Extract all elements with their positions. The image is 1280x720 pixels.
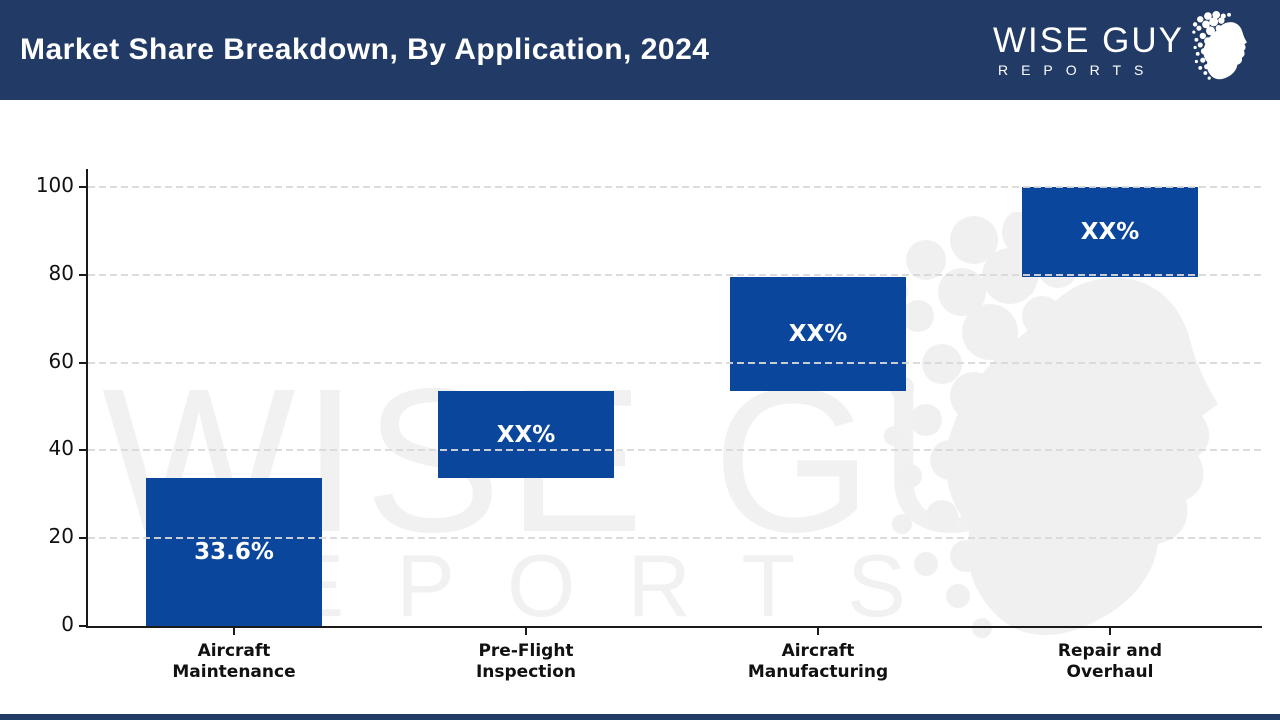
brand-wordmark: WISE GUY [992, 20, 1184, 60]
x-category-label-aircraft-maintenance: Aircraft Maintenance [88, 641, 380, 683]
y-tick-label-80: 80 [48, 260, 74, 285]
brand-wordmark-block: WISE GUY REPORTS [993, 23, 1184, 78]
gridline-60 [88, 361, 1262, 364]
bar-value-label: XX% [1080, 218, 1140, 245]
x-category-label-line: Inspection [475, 662, 577, 682]
x-category-label-line: Pre-Flight [478, 641, 574, 661]
x-category-label-aircraft-manufacturing: Aircraft Manufacturing [672, 641, 964, 683]
bar-pre-flight-inspection: XX% [438, 391, 614, 479]
y-tick-label-0: 0 [61, 612, 74, 636]
bar-aircraft-maintenance: 33.6% [146, 478, 322, 626]
x-category-label-line: Manufacturing [747, 662, 889, 682]
gridline-100 [88, 186, 1262, 188]
bar-repair-and-overhaul: XX% [1022, 187, 1198, 277]
footer-bar [0, 714, 1280, 720]
brand-wordmark-reports: REPORTS [997, 61, 1157, 78]
x-tick-repair-and-overhaul [1109, 628, 1111, 635]
watermark-head-icon [876, 212, 1218, 638]
x-category-label-pre-flight-inspection: Pre-Flight Inspection [380, 641, 672, 683]
x-category-label-line: Overhaul [1066, 662, 1154, 682]
x-category-label-repair-and-overhaul: Repair and Overhaul [964, 641, 1256, 683]
x-axis [86, 626, 1262, 628]
x-category-label-line: Aircraft [197, 641, 271, 661]
head-profile-logo-icon [1192, 10, 1247, 80]
y-axis [86, 169, 88, 628]
gridline-80 [88, 273, 1262, 276]
y-tick-label-60: 60 [48, 348, 74, 373]
y-tick-20 [79, 537, 88, 540]
x-tick-aircraft-manufacturing [817, 628, 819, 635]
x-tick-pre-flight-inspection [525, 628, 527, 635]
y-tick-60 [79, 361, 88, 364]
y-tick-80 [79, 273, 88, 276]
plot-area: WISE GUY REPORTS 0 20 40 60 80 100 33.6% Aircra… [0, 100, 1280, 714]
y-tick-0 [79, 625, 88, 627]
y-tick-40 [79, 449, 88, 452]
x-category-label-line: Maintenance [172, 662, 296, 682]
gridline-40 [88, 449, 1262, 452]
bar-value-label: 33.6% [194, 539, 274, 566]
y-tick-label-20: 20 [48, 524, 74, 549]
header: Market Share Breakdown, By Application, … [0, 0, 1280, 100]
x-tick-aircraft-maintenance [233, 628, 235, 635]
y-tick-label-100: 100 [35, 173, 74, 197]
y-tick-label-40: 40 [48, 436, 74, 461]
x-category-label-line: Repair and [1057, 641, 1163, 661]
x-category-label-line: Aircraft [781, 641, 855, 661]
y-tick-100 [79, 186, 88, 188]
bar-value-label: XX% [496, 421, 556, 448]
gridline-20 [88, 537, 1262, 540]
bar-value-label: XX% [788, 321, 848, 348]
bar-aircraft-manufacturing: XX% [730, 276, 906, 392]
page-title: Market Share Breakdown, By Application, … [20, 33, 710, 66]
brand-logo: WISE GUY REPORTS [993, 10, 1254, 90]
